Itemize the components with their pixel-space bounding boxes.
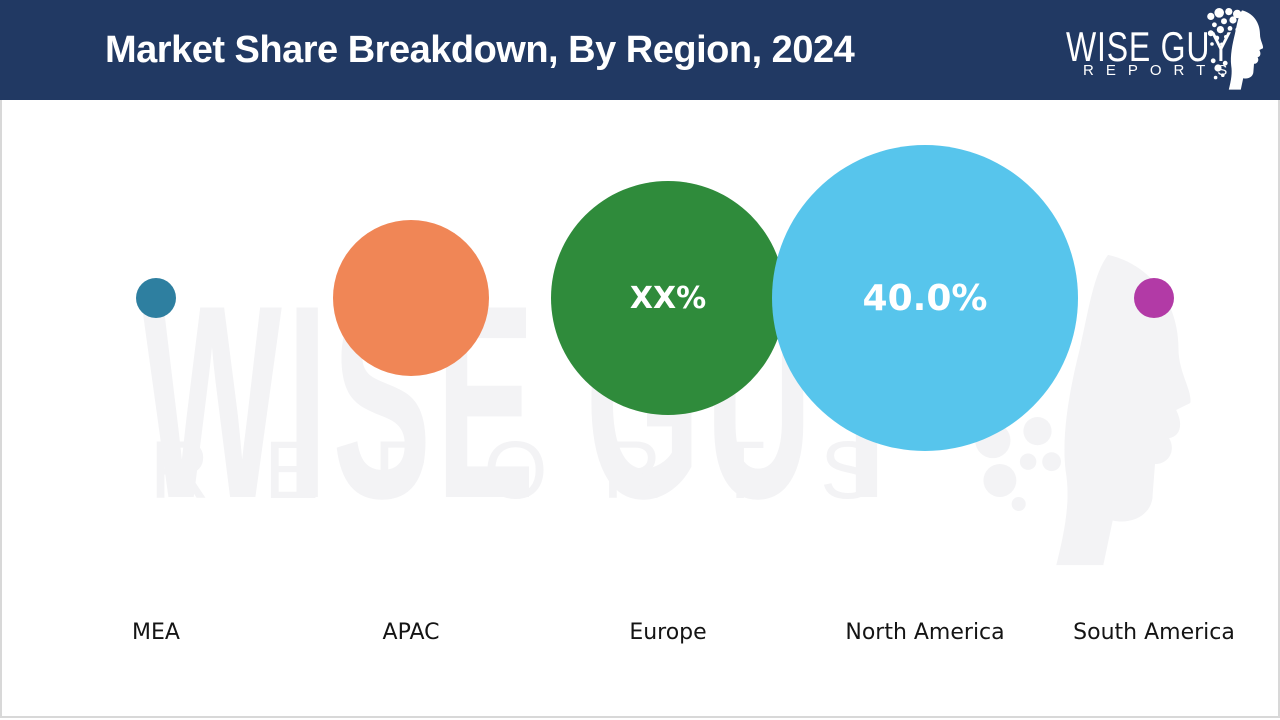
bubble-chart: XX% 40.0% bbox=[2, 100, 1278, 716]
bubble-mea bbox=[136, 278, 176, 318]
page-title: Market Share Breakdown, By Region, 2024 bbox=[105, 28, 855, 71]
bubble-europe: XX% bbox=[551, 181, 785, 415]
category-label-south-america: South America bbox=[1073, 620, 1235, 645]
logo-text-line2: REPORTS bbox=[1083, 62, 1240, 79]
bubble-north-america: 40.0% bbox=[772, 145, 1078, 451]
category-labels: MEA APAC Europe North America South America bbox=[2, 100, 1278, 716]
category-label-north-america: North America bbox=[845, 620, 1005, 645]
bubble-apac bbox=[333, 220, 489, 376]
chart-area: WISE GUY REPORTS XX% 40.0% MEA APAC Europe N… bbox=[0, 100, 1280, 718]
category-label-mea: MEA bbox=[132, 620, 180, 645]
logo-face-icon bbox=[1207, 8, 1264, 90]
header-banner: Market Share Breakdown, By Region, 2024 … bbox=[0, 0, 1280, 100]
wiseguy-logo: WISE GUY REPORTS bbox=[1028, 0, 1268, 100]
bubble-south-america bbox=[1134, 278, 1174, 318]
category-label-europe: Europe bbox=[629, 620, 707, 645]
category-label-apac: APAC bbox=[382, 620, 440, 645]
logo-text-line1: WISE GUY bbox=[1066, 24, 1233, 71]
